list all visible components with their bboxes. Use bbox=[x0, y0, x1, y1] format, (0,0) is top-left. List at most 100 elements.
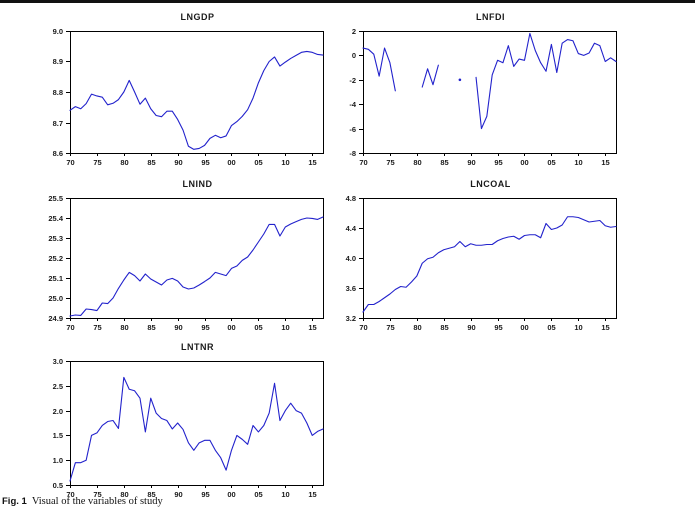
x-axis-tick-label: 00 bbox=[520, 323, 528, 332]
x-axis-tick-label: 10 bbox=[281, 158, 289, 167]
x-axis-tick-label: 75 bbox=[386, 323, 394, 332]
figure-caption-text: Visual of the variables of study bbox=[31, 496, 163, 507]
chart-title: LNGDP bbox=[180, 12, 215, 22]
x-axis-tick-label: 80 bbox=[120, 490, 128, 499]
y-axis-tick-label: 9.0 bbox=[53, 27, 63, 36]
x-axis-tick-label: 15 bbox=[601, 323, 609, 332]
x-axis-tick-label: 15 bbox=[308, 490, 316, 499]
lncoal-plot-svg: 3.2 3.6 4.0 4.4 4.8 70 75 80 85 90 95 00 05 10 15 bbox=[346, 194, 617, 332]
x-axis-tick-label: 90 bbox=[174, 158, 182, 167]
y-axis-tick-label: 25.4 bbox=[48, 214, 63, 223]
chart-title: LNTNR bbox=[181, 342, 214, 352]
y-axis-tick-label: 2.0 bbox=[53, 407, 63, 416]
x-axis-tick-label: 95 bbox=[201, 323, 209, 332]
y-axis-tick-label: 4.4 bbox=[346, 224, 357, 233]
y-axis-tick-label: -2 bbox=[349, 76, 356, 85]
x-axis-tick-label: 05 bbox=[547, 158, 555, 167]
x-axis-tick-label: 85 bbox=[147, 490, 155, 499]
x-axis-tick-label: 00 bbox=[227, 490, 235, 499]
x-axis-tick-label: 80 bbox=[120, 323, 128, 332]
y-axis-tick-label: 8.9 bbox=[53, 57, 63, 66]
y-axis-tick-label: 8.7 bbox=[53, 119, 63, 128]
y-axis-tick-label: 8.6 bbox=[53, 149, 63, 158]
x-axis-tick-label: 05 bbox=[547, 323, 555, 332]
x-axis-tick-label: 15 bbox=[308, 158, 316, 167]
lnind-plot-svg: 24.9 25.0 25.1 25.2 25.3 25.4 25.5 70 75 80 85 90 95… bbox=[48, 194, 324, 332]
y-axis-tick-label: 25.2 bbox=[48, 254, 63, 263]
chart-lnfdi: LNFDI -8 -6 -4 -2 0 2 70 75 80 85 90 95 00 05 10 15 bbox=[321, 7, 630, 173]
y-axis-tick-label: 0 bbox=[352, 51, 356, 60]
y-axis-tick-label: 2 bbox=[352, 27, 356, 36]
y-axis-tick-label: 25.3 bbox=[48, 234, 63, 243]
x-axis-tick-label: 80 bbox=[413, 323, 421, 332]
x-axis-tick-label: 05 bbox=[254, 490, 262, 499]
plot-border bbox=[70, 198, 324, 319]
x-axis-tick-label: 70 bbox=[66, 323, 74, 332]
series-line bbox=[362, 47, 396, 92]
x-axis-tick-label: 10 bbox=[574, 323, 582, 332]
x-axis-tick-label: 85 bbox=[440, 158, 448, 167]
y-axis-tick-label: 2.5 bbox=[53, 382, 63, 391]
x-axis-tick-label: 95 bbox=[494, 158, 502, 167]
x-axis-tick-label: 15 bbox=[601, 158, 609, 167]
lntnr-plot-svg: 0.5 1.0 1.5 2.0 2.5 3.0 70 75 80 85 90 95 00 05 10 15 bbox=[53, 357, 324, 499]
x-axis-tick-label: 75 bbox=[93, 158, 101, 167]
plot-border bbox=[363, 198, 617, 319]
x-axis-tick-label: 70 bbox=[66, 490, 74, 499]
chart-title: LNIND bbox=[182, 179, 213, 189]
series-line bbox=[475, 32, 617, 130]
x-axis-tick-label: 90 bbox=[174, 490, 182, 499]
chart-lncoal: LNCOAL 3.2 3.6 4.0 4.4 4.8 70 75 80 85 90 95 00 05 10… bbox=[321, 174, 630, 338]
plot-border bbox=[70, 361, 324, 486]
x-axis-tick-label: 75 bbox=[386, 158, 394, 167]
x-axis-tick-label: 10 bbox=[574, 158, 582, 167]
x-axis-tick-label: 80 bbox=[413, 158, 421, 167]
x-axis-tick-label: 70 bbox=[359, 158, 367, 167]
chart-title: LNFDI bbox=[476, 12, 505, 22]
x-axis-tick-label: 70 bbox=[66, 158, 74, 167]
y-axis-tick-label: 1.0 bbox=[53, 456, 63, 465]
x-axis-tick-label: 90 bbox=[467, 323, 475, 332]
x-axis-tick-label: 85 bbox=[147, 158, 155, 167]
x-axis-tick-label: 90 bbox=[174, 323, 182, 332]
top-rule bbox=[0, 0, 695, 3]
series-line bbox=[69, 216, 324, 317]
x-axis-tick-label: 75 bbox=[93, 490, 101, 499]
x-axis-tick-label: 95 bbox=[201, 490, 209, 499]
series-line bbox=[69, 50, 324, 150]
y-axis-tick-label: 24.9 bbox=[48, 314, 63, 323]
series-line bbox=[421, 64, 439, 88]
x-axis-tick-label: 80 bbox=[120, 158, 128, 167]
x-axis-tick-label: 95 bbox=[494, 323, 502, 332]
y-axis-tick-label: 25.0 bbox=[48, 294, 63, 303]
y-axis-tick-label: 1.5 bbox=[53, 431, 63, 440]
y-axis-tick-label: -6 bbox=[349, 125, 356, 134]
y-axis-tick-label: 8.8 bbox=[53, 88, 63, 97]
x-axis-tick-label: 85 bbox=[147, 323, 155, 332]
chart-title: LNCOAL bbox=[470, 179, 511, 189]
x-axis-tick-label: 15 bbox=[308, 323, 316, 332]
y-axis-tick-label: -8 bbox=[349, 149, 356, 158]
lngdp-plot-svg: 8.6 8.7 8.8 8.9 9.0 70 75 80 85 90 95 00 05 10 15 bbox=[53, 27, 324, 167]
y-axis-tick-label: 3.2 bbox=[346, 314, 356, 323]
x-axis-tick-label: 75 bbox=[93, 323, 101, 332]
plot-border bbox=[70, 31, 324, 154]
y-axis-tick-label: 3.6 bbox=[346, 284, 356, 293]
x-axis-tick-label: 85 bbox=[440, 323, 448, 332]
series-line bbox=[362, 216, 617, 313]
x-axis-tick-label: 10 bbox=[281, 323, 289, 332]
y-axis-tick-label: 4.8 bbox=[346, 194, 356, 203]
chart-lntnr: LNTNR 0.5 1.0 1.5 2.0 2.5 3.0 70 75 80 85 90 95 00 05… bbox=[28, 337, 337, 505]
y-axis-tick-label: 25.5 bbox=[48, 194, 63, 203]
y-axis-tick-label: 3.0 bbox=[53, 357, 63, 366]
series-point bbox=[458, 78, 462, 82]
y-axis-tick-label: 4.0 bbox=[346, 254, 356, 263]
y-axis-tick-label: 0.5 bbox=[53, 481, 63, 490]
x-axis-tick-label: 00 bbox=[227, 158, 235, 167]
x-axis-tick-label: 00 bbox=[227, 323, 235, 332]
x-axis-tick-label: 10 bbox=[281, 490, 289, 499]
figure-caption-label: Fig. 1 bbox=[2, 496, 27, 507]
chart-lngdp: LNGDP 8.6 8.7 8.8 8.9 9.0 70 75 80 85 90 95 00 05 10 1… bbox=[28, 7, 337, 173]
plot-border bbox=[363, 31, 617, 154]
